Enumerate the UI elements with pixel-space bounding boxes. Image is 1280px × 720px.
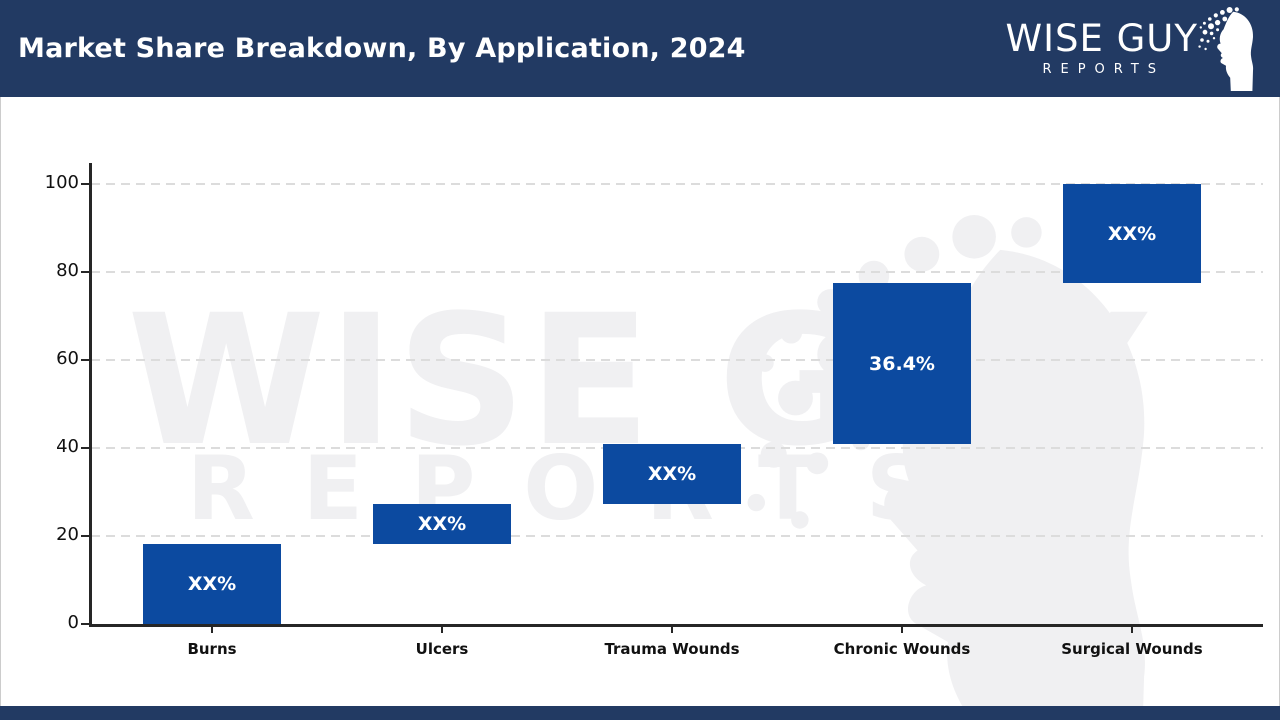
- x-category-label: Surgical Wounds: [1061, 640, 1203, 658]
- logo-secondary-text: REPORTS: [1042, 62, 1166, 77]
- bar-trauma-wounds: XX%: [603, 443, 741, 504]
- y-axis-line: [89, 163, 92, 626]
- chart-area: WISE GUY REPORTS 0 20 40 60 80 100 Burns Ulcers…: [0, 97, 1280, 706]
- y-gridline: [91, 535, 1263, 537]
- x-tick-mark: [441, 627, 443, 633]
- y-tick-mark: [81, 183, 89, 185]
- footer-bar: [0, 706, 1280, 720]
- y-tick-label: 20: [56, 524, 79, 545]
- y-tick-mark: [81, 535, 89, 537]
- x-tick-mark: [1131, 627, 1133, 633]
- x-category-label: Ulcers: [415, 640, 469, 658]
- bar-value-label: XX%: [417, 512, 467, 535]
- bar-chronic-wounds: 36.4%: [833, 283, 971, 444]
- y-tick-label: 40: [56, 436, 79, 457]
- y-tick-mark: [81, 359, 89, 361]
- x-category-label: Trauma Wounds: [604, 640, 740, 658]
- wise-guy-logo: WISE GUY REPORTS: [1006, 6, 1280, 92]
- dotted-head-logo-icon: [1198, 6, 1254, 91]
- x-tick-mark: [211, 627, 213, 633]
- logo-text: WISE GUY REPORTS: [1006, 20, 1198, 77]
- bar-surgical-wounds: XX%: [1063, 184, 1201, 284]
- bar-value-label: XX%: [187, 572, 237, 595]
- x-axis-line: [89, 624, 1263, 627]
- logo-primary-text: WISE GUY: [1005, 17, 1198, 60]
- bar-value-label: 36.4%: [869, 352, 935, 375]
- bar-value-label: XX%: [1107, 222, 1157, 245]
- y-tick-label: 100: [44, 172, 79, 193]
- x-tick-mark: [901, 627, 903, 633]
- chart-title: Market Share Breakdown, By Application, …: [18, 33, 746, 64]
- x-category-label: Burns: [187, 640, 237, 658]
- bar-burns: XX%: [143, 543, 281, 624]
- y-tick-mark: [81, 623, 89, 625]
- y-tick-label: 80: [56, 260, 79, 281]
- header-bar: Market Share Breakdown, By Application, …: [0, 0, 1280, 97]
- y-gridline: [91, 359, 1263, 361]
- y-tick-mark: [81, 447, 89, 449]
- x-tick-mark: [671, 627, 673, 633]
- y-tick-label: 60: [56, 348, 79, 369]
- y-tick-mark: [81, 271, 89, 273]
- bar-value-label: XX%: [647, 462, 697, 485]
- y-gridline: [91, 183, 1263, 185]
- y-gridline: [91, 271, 1263, 273]
- x-category-label: Chronic Wounds: [833, 640, 971, 658]
- bar-ulcers: XX%: [373, 503, 511, 544]
- y-tick-label: 0: [67, 612, 79, 633]
